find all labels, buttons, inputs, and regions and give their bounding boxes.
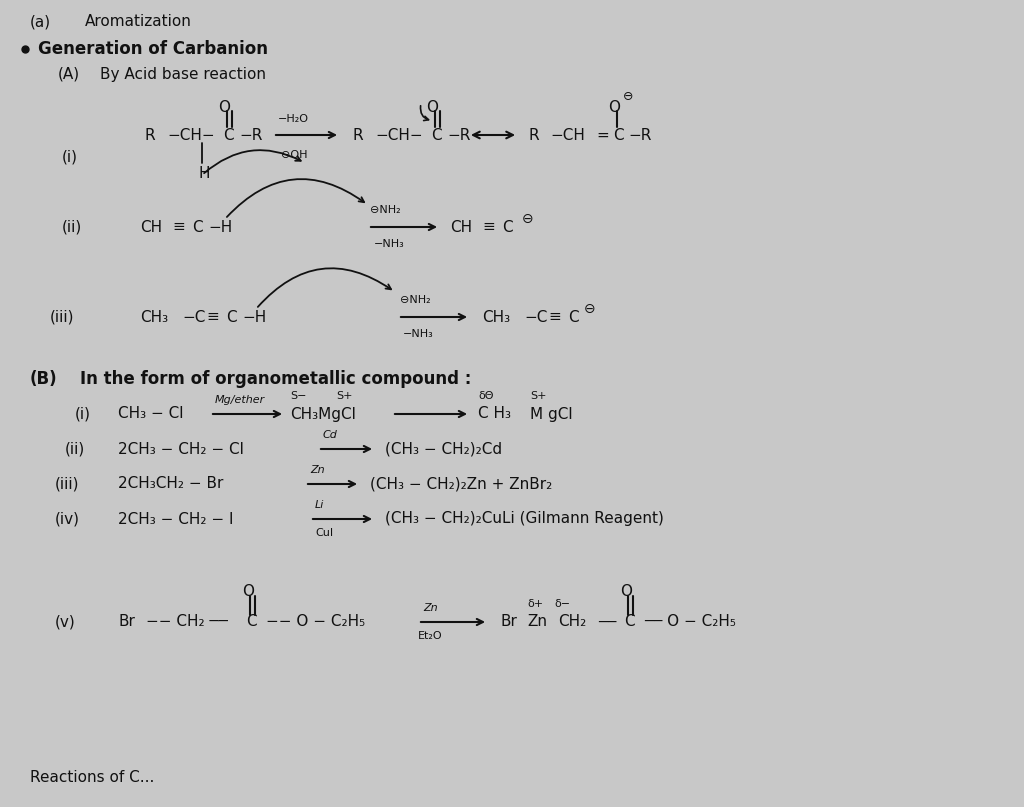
Text: ⊖: ⊖: [623, 90, 634, 103]
Text: −− O − C₂H₅: −− O − C₂H₅: [266, 614, 366, 629]
Text: ≡: ≡: [482, 220, 495, 235]
Text: −R: −R: [628, 128, 651, 143]
Text: C: C: [246, 614, 257, 629]
Text: O: O: [608, 99, 620, 115]
Text: Mg/ether: Mg/ether: [215, 395, 265, 405]
Text: C: C: [193, 220, 203, 235]
Text: −C: −C: [182, 310, 206, 324]
Text: O: O: [426, 99, 438, 115]
Text: O: O: [620, 584, 632, 600]
Text: ≡: ≡: [172, 220, 184, 235]
Text: δ−: δ−: [554, 599, 570, 609]
Text: Generation of Carbanion: Generation of Carbanion: [38, 40, 268, 58]
Text: Li: Li: [315, 500, 325, 510]
Text: (CH₃ − CH₂)₂Zn + ZnBr₂: (CH₃ − CH₂)₂Zn + ZnBr₂: [370, 476, 552, 491]
Text: 2CH₃ − CH₂ − I: 2CH₃ − CH₂ − I: [118, 512, 233, 526]
Text: −CH−: −CH−: [167, 128, 215, 143]
Text: S+: S+: [336, 391, 352, 401]
Text: (B): (B): [30, 370, 57, 388]
Text: ⊖OH: ⊖OH: [281, 150, 307, 160]
Text: −R: −R: [239, 128, 262, 143]
Text: (v): (v): [55, 614, 76, 629]
Text: −H: −H: [208, 220, 232, 235]
Text: (CH₃ − CH₂)₂Cd: (CH₃ − CH₂)₂Cd: [385, 441, 502, 457]
Text: 2CH₃CH₂ − Br: 2CH₃CH₂ − Br: [118, 476, 223, 491]
Text: ⊖: ⊖: [522, 212, 534, 226]
Text: −NH₃: −NH₃: [403, 329, 434, 339]
Text: C: C: [624, 614, 635, 629]
Text: Cd: Cd: [323, 430, 338, 440]
Text: −− CH₂ ──: −− CH₂ ──: [146, 614, 227, 629]
Text: M gCl: M gCl: [530, 407, 572, 421]
Text: In the form of organometallic compound :: In the form of organometallic compound :: [80, 370, 471, 388]
Text: CH: CH: [140, 220, 162, 235]
Text: δ+: δ+: [527, 599, 543, 609]
Text: Reactions of C...: Reactions of C...: [30, 770, 155, 784]
Text: H: H: [198, 165, 210, 181]
Text: Et₂O: Et₂O: [418, 631, 442, 641]
Text: δΘ: δΘ: [478, 391, 494, 401]
Text: (a): (a): [30, 15, 51, 30]
Text: ── O − C₂H₅: ── O − C₂H₅: [644, 614, 736, 629]
Text: Zn: Zn: [527, 614, 547, 629]
Text: O: O: [218, 99, 230, 115]
Text: R: R: [145, 128, 156, 143]
Text: CH: CH: [450, 220, 472, 235]
Text: C: C: [223, 128, 233, 143]
Text: By Acid base reaction: By Acid base reaction: [100, 66, 266, 82]
Text: C: C: [502, 220, 513, 235]
Text: CH₃: CH₃: [482, 310, 510, 324]
Text: (CH₃ − CH₂)₂CuLi (Gilmann Reagent): (CH₃ − CH₂)₂CuLi (Gilmann Reagent): [385, 512, 664, 526]
Text: −NH₃: −NH₃: [374, 239, 404, 249]
Text: ⊖NH₂: ⊖NH₂: [400, 295, 431, 305]
Text: S+: S+: [530, 391, 547, 401]
Text: ──: ──: [598, 614, 616, 629]
Text: S−: S−: [290, 391, 306, 401]
Text: C: C: [613, 128, 624, 143]
Text: 2CH₃ − CH₂ − Cl: 2CH₃ − CH₂ − Cl: [118, 441, 244, 457]
Text: ⊖: ⊖: [584, 302, 596, 316]
Text: (ii): (ii): [65, 441, 85, 457]
Text: C H₃: C H₃: [478, 407, 511, 421]
Text: R: R: [353, 128, 364, 143]
Text: Zn: Zn: [423, 603, 437, 613]
Text: −R: −R: [447, 128, 470, 143]
Text: R: R: [528, 128, 539, 143]
Text: −C: −C: [524, 310, 548, 324]
Text: Aromatization: Aromatization: [85, 15, 191, 30]
Text: Br: Br: [500, 614, 517, 629]
Text: CuI: CuI: [315, 528, 333, 538]
Text: ≡: ≡: [548, 310, 561, 324]
Text: Br: Br: [118, 614, 135, 629]
Text: CH₃ − Cl: CH₃ − Cl: [118, 407, 183, 421]
Text: (iii): (iii): [50, 310, 75, 324]
Text: CH₂: CH₂: [558, 614, 587, 629]
Text: CH₃MgCl: CH₃MgCl: [290, 407, 356, 421]
Text: C: C: [431, 128, 441, 143]
Text: (A): (A): [58, 66, 80, 82]
Text: (iv): (iv): [55, 512, 80, 526]
Text: ≡: ≡: [206, 310, 219, 324]
Text: −CH−: −CH−: [375, 128, 423, 143]
Text: CH₃: CH₃: [140, 310, 168, 324]
Text: (i): (i): [62, 149, 78, 165]
Text: ⊖NH₂: ⊖NH₂: [370, 205, 400, 215]
Text: Zn: Zn: [310, 465, 325, 475]
Text: C: C: [226, 310, 237, 324]
Text: =: =: [596, 128, 608, 143]
Text: −H: −H: [242, 310, 266, 324]
Text: (ii): (ii): [62, 220, 82, 235]
Text: (iii): (iii): [55, 476, 80, 491]
Text: (i): (i): [75, 407, 91, 421]
Text: −H₂O: −H₂O: [278, 114, 309, 124]
Text: C: C: [568, 310, 579, 324]
Text: O: O: [242, 584, 254, 600]
Text: −CH: −CH: [550, 128, 585, 143]
